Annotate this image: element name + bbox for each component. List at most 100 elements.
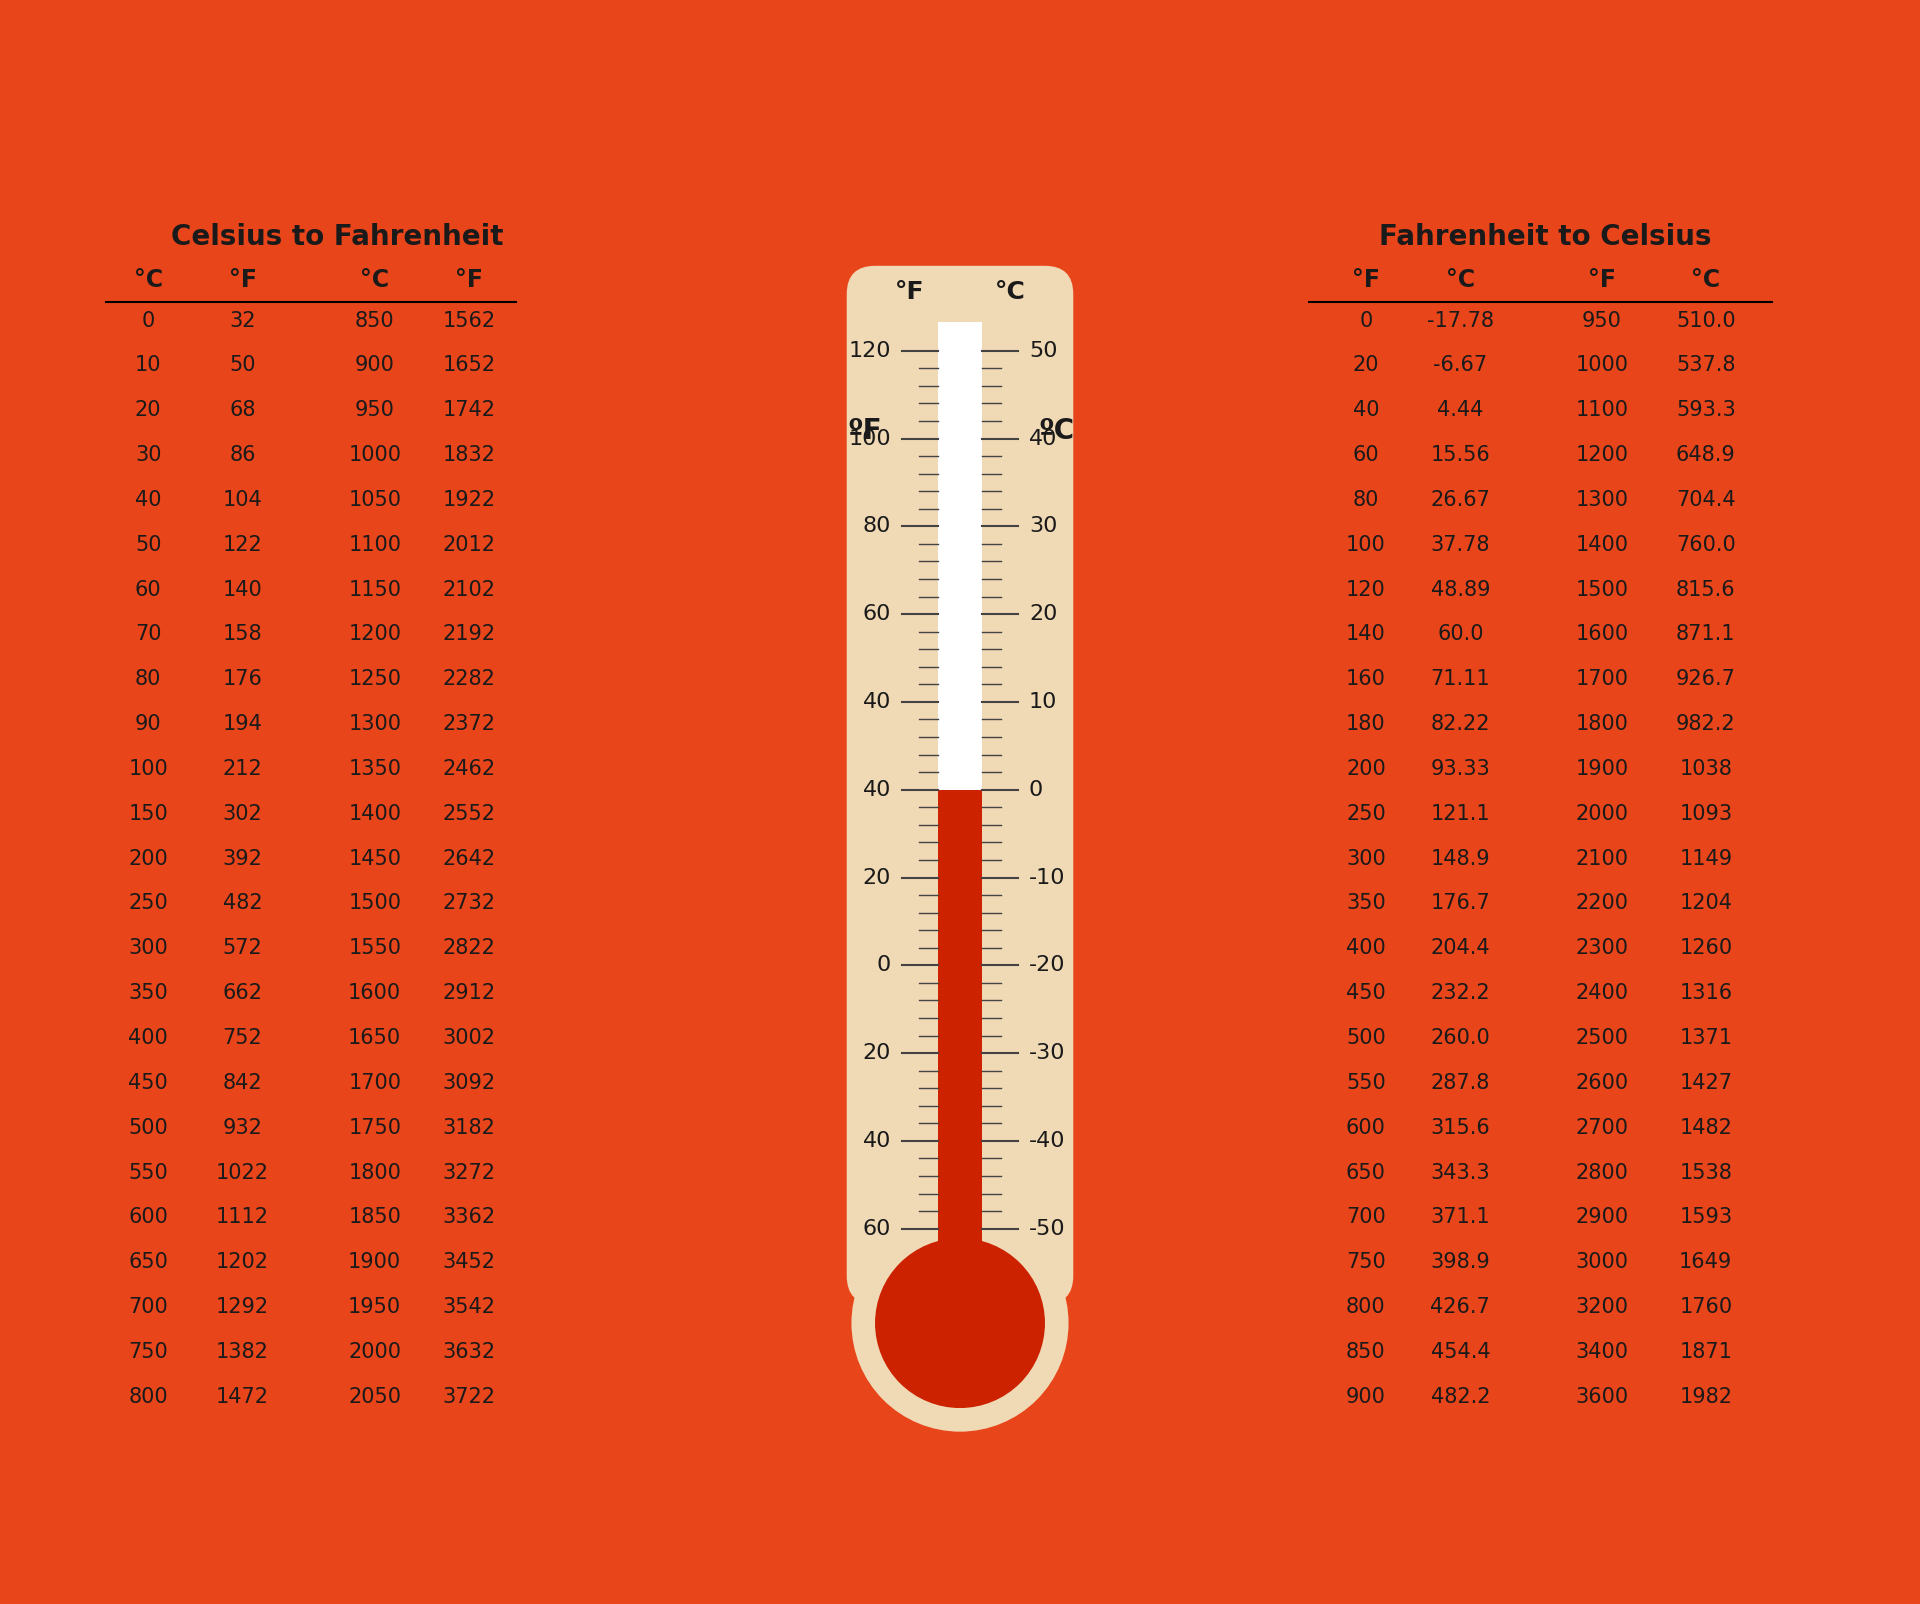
Text: 150: 150 — [129, 804, 169, 824]
Text: 1093: 1093 — [1680, 804, 1732, 824]
Text: 1550: 1550 — [348, 938, 401, 958]
Text: 1350: 1350 — [348, 759, 401, 780]
Text: 871.1: 871.1 — [1676, 624, 1736, 645]
Text: 0: 0 — [1029, 780, 1043, 800]
Text: 1000: 1000 — [1576, 356, 1628, 375]
Text: 1600: 1600 — [348, 983, 401, 1002]
Text: 60: 60 — [134, 579, 161, 600]
Text: -10: -10 — [1029, 868, 1066, 887]
Text: 550: 550 — [129, 1163, 169, 1182]
Text: 2012: 2012 — [444, 534, 495, 555]
Text: 40: 40 — [134, 489, 161, 510]
Text: 3002: 3002 — [444, 1028, 495, 1047]
Text: 0: 0 — [1359, 311, 1373, 330]
Text: 300: 300 — [129, 938, 169, 958]
Text: 1204: 1204 — [1680, 893, 1732, 914]
Text: 180: 180 — [1346, 714, 1386, 735]
Text: °C: °C — [361, 268, 390, 292]
Text: 1400: 1400 — [1576, 534, 1628, 555]
Text: -40: -40 — [1029, 1131, 1066, 1152]
Text: 212: 212 — [223, 759, 263, 780]
Text: 1871: 1871 — [1680, 1343, 1732, 1362]
Text: 371.1: 371.1 — [1430, 1208, 1490, 1227]
Text: 1000: 1000 — [348, 444, 401, 465]
Text: 100: 100 — [129, 759, 169, 780]
Text: 68: 68 — [228, 401, 255, 420]
Text: 1400: 1400 — [348, 804, 401, 824]
Text: 1038: 1038 — [1680, 759, 1732, 780]
Text: 176.7: 176.7 — [1430, 893, 1490, 914]
Text: 650: 650 — [1346, 1163, 1386, 1182]
Text: 1427: 1427 — [1680, 1073, 1732, 1092]
Text: 1200: 1200 — [348, 624, 401, 645]
Text: 842: 842 — [223, 1073, 263, 1092]
Text: 1482: 1482 — [1680, 1118, 1732, 1137]
Text: 148.9: 148.9 — [1430, 849, 1490, 869]
Text: 752: 752 — [223, 1028, 263, 1047]
Text: 48.89: 48.89 — [1430, 579, 1490, 600]
Text: -30: -30 — [1029, 1043, 1066, 1063]
Text: 400: 400 — [129, 1028, 169, 1047]
Text: 500: 500 — [129, 1118, 169, 1137]
Text: 1538: 1538 — [1680, 1163, 1732, 1182]
Text: 392: 392 — [223, 849, 263, 869]
Text: 1652: 1652 — [442, 356, 495, 375]
Text: °C: °C — [134, 268, 163, 292]
FancyBboxPatch shape — [847, 266, 1073, 1304]
Text: 2822: 2822 — [444, 938, 495, 958]
Text: 1922: 1922 — [442, 489, 495, 510]
Text: 1300: 1300 — [348, 714, 401, 735]
Text: 315.6: 315.6 — [1430, 1118, 1490, 1137]
Text: 2600: 2600 — [1574, 1073, 1628, 1092]
Text: 200: 200 — [129, 849, 169, 869]
Text: 450: 450 — [1346, 983, 1386, 1002]
Text: 750: 750 — [1346, 1253, 1386, 1272]
Text: 60: 60 — [1352, 444, 1379, 465]
Text: 32: 32 — [228, 311, 255, 330]
Text: 926.7: 926.7 — [1676, 669, 1736, 690]
Text: 86: 86 — [228, 444, 255, 465]
Text: 648.9: 648.9 — [1676, 444, 1736, 465]
Text: 1760: 1760 — [1680, 1298, 1732, 1317]
Text: 302: 302 — [223, 804, 263, 824]
Text: 750: 750 — [129, 1343, 169, 1362]
Text: 1562: 1562 — [442, 311, 495, 330]
Text: 950: 950 — [355, 401, 396, 420]
Text: 454.4: 454.4 — [1430, 1343, 1490, 1362]
Text: 1750: 1750 — [348, 1118, 401, 1137]
Text: 20: 20 — [134, 401, 161, 420]
Text: ºC: ºC — [1039, 417, 1075, 444]
Text: 40: 40 — [862, 691, 891, 712]
Text: 550: 550 — [1346, 1073, 1386, 1092]
Text: 82.22: 82.22 — [1430, 714, 1490, 735]
Text: 1472: 1472 — [217, 1387, 269, 1407]
Text: 572: 572 — [223, 938, 263, 958]
Text: 537.8: 537.8 — [1676, 356, 1736, 375]
Text: 850: 850 — [1346, 1343, 1386, 1362]
Text: °C: °C — [995, 279, 1025, 303]
Text: 204.4: 204.4 — [1430, 938, 1490, 958]
Text: 20: 20 — [1354, 356, 1379, 375]
Text: 2800: 2800 — [1576, 1163, 1628, 1182]
Text: 2900: 2900 — [1574, 1208, 1628, 1227]
Text: 2462: 2462 — [442, 759, 495, 780]
Text: 71.11: 71.11 — [1430, 669, 1490, 690]
Text: °F: °F — [1352, 268, 1380, 292]
Text: 2102: 2102 — [444, 579, 495, 600]
Text: 1050: 1050 — [348, 489, 401, 510]
Text: 1600: 1600 — [1574, 624, 1628, 645]
Text: 1292: 1292 — [215, 1298, 269, 1317]
Text: 500: 500 — [1346, 1028, 1386, 1047]
Text: 120: 120 — [849, 340, 891, 361]
Text: 600: 600 — [1346, 1118, 1386, 1137]
Text: ºF: ºF — [847, 417, 881, 444]
Text: 1300: 1300 — [1576, 489, 1628, 510]
Text: 343.3: 343.3 — [1430, 1163, 1490, 1182]
Text: 1450: 1450 — [348, 849, 401, 869]
Text: 3092: 3092 — [442, 1073, 495, 1092]
Text: 350: 350 — [129, 983, 169, 1002]
Text: 1900: 1900 — [348, 1253, 401, 1272]
Text: 593.3: 593.3 — [1676, 401, 1736, 420]
Text: °F: °F — [1588, 268, 1617, 292]
Text: 1593: 1593 — [1680, 1208, 1732, 1227]
